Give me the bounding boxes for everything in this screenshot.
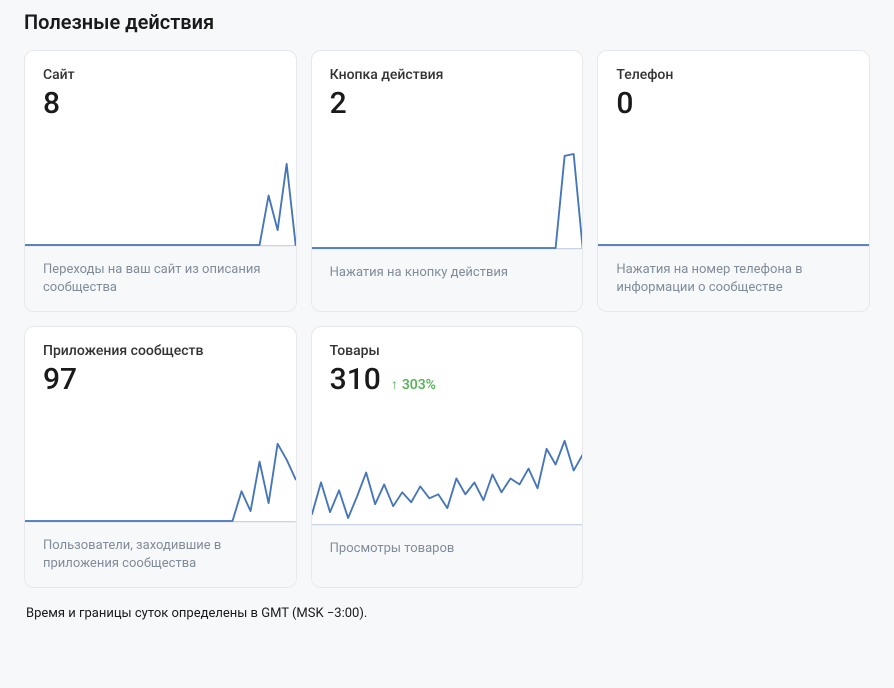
card-label: Товары [330,343,565,359]
card-value: 97 [43,363,77,398]
card-sparkline [312,398,583,526]
section-title: Полезные действия [24,0,870,50]
stat-card-community_apps[interactable]: Приложения сообществ 97 Пользователи, захо… [24,326,297,588]
card-label: Телефон [616,67,851,83]
card-value: 2 [330,87,347,122]
card-footer-text: Просмотры товаров [330,540,455,558]
card-footer-text: Пользователи, заходившие в приложения со… [43,537,278,573]
stat-card-goods[interactable]: Товары 310 ↑ 303% Просмотры товаров [311,326,584,588]
card-value: 0 [616,87,633,122]
card-label: Кнопка действия [330,67,565,83]
stat-cards-grid: Сайт 8 Переходы на ваш сайт из описания со… [24,50,870,588]
card-label: Сайт [43,67,278,83]
card-sparkline [598,122,869,246]
card-footer-text: Нажатия на номер телефона в информации о… [616,261,851,297]
card-value: 8 [43,87,60,122]
card-sparkline [312,122,583,250]
timezone-footnote: Время и границы суток определены в GMT (… [24,588,870,621]
card-delta-text: 303% [402,377,436,393]
stat-card-site[interactable]: Сайт 8 Переходы на ваш сайт из описания со… [24,50,297,312]
card-sparkline [25,122,296,246]
card-footer-text: Нажатия на кнопку действия [330,264,508,282]
stat-card-action_button[interactable]: Кнопка действия 2 Нажатия на кнопку действ… [311,50,584,312]
card-value: 310 [330,363,381,398]
arrow-up-icon: ↑ [391,378,398,392]
card-footer-text: Переходы на ваш сайт из описания сообщес… [43,261,278,297]
card-sparkline [25,398,296,522]
card-delta: ↑ 303% [391,377,436,393]
stat-card-phone[interactable]: Телефон 0 Нажатия на номер телефона в инфо… [597,50,870,312]
card-label: Приложения сообществ [43,343,278,359]
